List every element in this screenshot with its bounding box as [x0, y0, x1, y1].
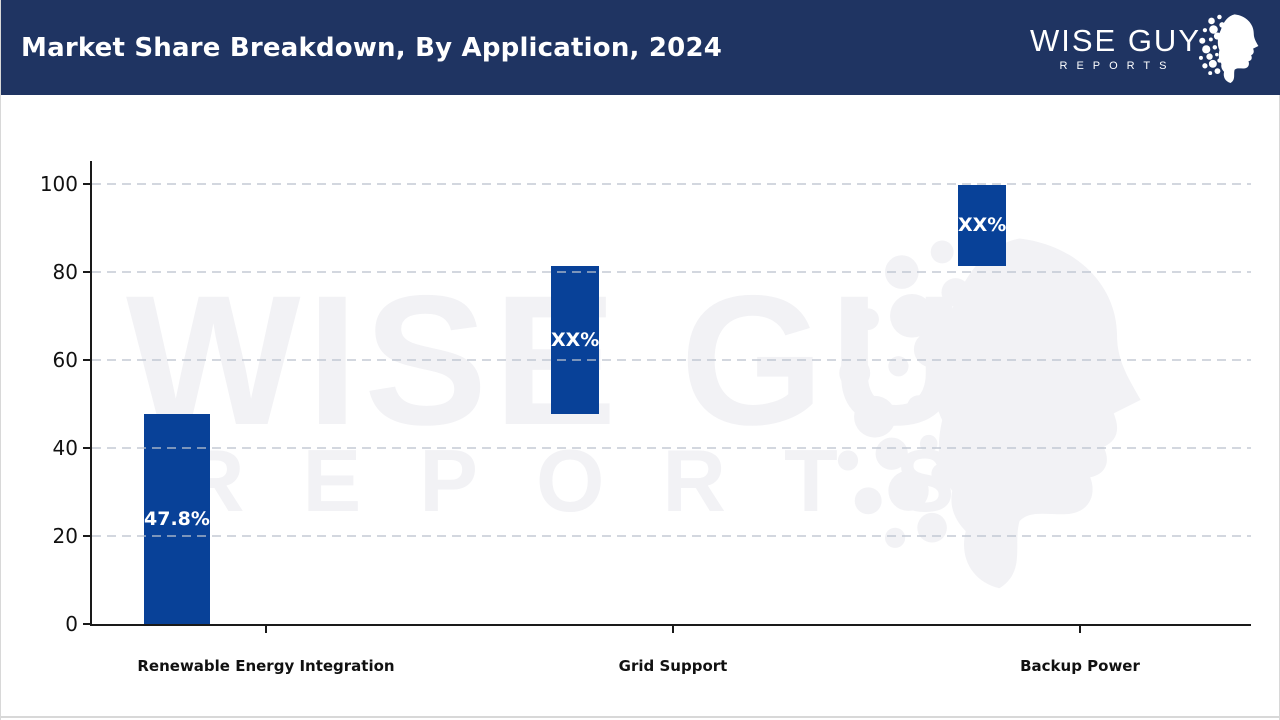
bar-segment: XX%	[958, 184, 1007, 266]
brand-logo: WISE GUY REPORTS	[1013, 8, 1263, 88]
x-category-label: Backup Power	[1020, 656, 1140, 675]
gridline	[92, 271, 1251, 273]
y-axis-tick	[83, 183, 90, 185]
y-axis-tick	[83, 447, 90, 449]
x-axis-tick	[672, 626, 674, 633]
y-axis-tick	[83, 271, 90, 273]
gridline	[92, 535, 1251, 537]
y-tick-label: 100	[39, 172, 78, 196]
x-category-label: Renewable Energy Integration	[137, 656, 395, 675]
x-category-label: Grid Support	[618, 656, 728, 675]
brand-head-icon	[1198, 14, 1259, 83]
bar-segment: 47.8%	[144, 413, 210, 624]
gridline	[92, 359, 1251, 361]
y-axis-tick	[83, 359, 90, 361]
x-axis-tick	[1079, 626, 1081, 633]
figure-bottom-border	[1, 716, 1280, 718]
bar-value-label: XX%	[958, 214, 1007, 237]
bar-segment: XX%	[551, 265, 600, 414]
chart-title: Market Share Breakdown, By Application, …	[21, 32, 723, 63]
brand-logo-text: WISE GUY REPORTS	[1030, 25, 1201, 72]
y-tick-label: 80	[52, 260, 78, 284]
brand-subname: REPORTS	[1059, 59, 1176, 72]
gridline	[92, 447, 1251, 449]
watermark-head-icon	[837, 238, 1141, 589]
y-tick-label: 40	[52, 436, 78, 460]
y-tick-label: 60	[52, 348, 78, 372]
header-bar: Market Share Breakdown, By Application, …	[1, 0, 1280, 95]
y-axis-tick	[83, 623, 90, 625]
bar-value-label: 47.8%	[144, 507, 210, 530]
y-tick-label: 0	[65, 612, 78, 636]
plot-area: 47.8% XX% XX% 0 20 40 60 80 100 Renewable Energy …	[40, 161, 1251, 675]
brand-name: WISE GUY	[1029, 22, 1201, 58]
y-axis-tick	[83, 535, 90, 537]
bar-value-label: XX%	[551, 328, 600, 351]
gridline	[92, 183, 1251, 185]
y-tick-label: 20	[52, 524, 78, 548]
x-axis-tick	[265, 626, 267, 633]
